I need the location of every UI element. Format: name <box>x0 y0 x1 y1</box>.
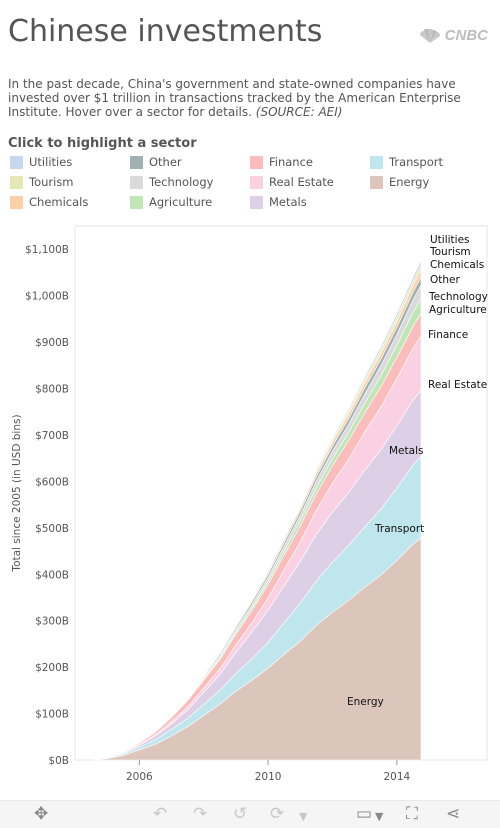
toolbar: ✥ ↶ ↷ ↺ ⟳ ▼ ▭ ▼ ⛶ ⋖ <box>0 800 500 828</box>
legend-label: Real Estate <box>269 175 334 189</box>
y-tick-label: $500B <box>35 523 69 535</box>
undo-icon[interactable]: ↶ <box>153 804 168 824</box>
legend-title: Click to highlight a sector <box>8 136 197 151</box>
chart-title: Chinese investments <box>8 14 323 49</box>
series-label-chemicals: Chemicals <box>430 259 484 271</box>
series-label-transport: Transport <box>374 523 424 535</box>
legend-item-agriculture[interactable]: Agriculture <box>130 195 212 209</box>
y-tick-label: $900B <box>35 337 69 349</box>
share-icon[interactable]: ⋖ <box>446 804 461 824</box>
y-tick-label: $300B <box>35 616 69 628</box>
legend-swatch <box>370 175 383 189</box>
legend-swatch <box>10 195 23 209</box>
legend-item-other[interactable]: Other <box>130 155 182 169</box>
y-tick-label: $400B <box>35 569 69 581</box>
series-label-technology: Technology <box>428 291 488 303</box>
y-tick-label: $100B <box>35 709 69 721</box>
legend-swatch <box>130 175 143 189</box>
legend-swatch <box>370 155 383 169</box>
legend-label: Agriculture <box>149 195 213 209</box>
y-tick-label: $1,100B <box>25 244 69 256</box>
logo-text: CNBC <box>444 27 488 44</box>
legend-label: Chemicals <box>29 195 89 209</box>
legend-swatch <box>250 175 263 189</box>
legend-swatch <box>10 175 23 189</box>
stacked-area-chart: $0B $100B $200B $300B $400B $500B $600B $700B $8… <box>11 225 488 783</box>
area-utilities[interactable] <box>94 260 422 761</box>
legend-swatch <box>130 195 143 209</box>
legend-item-finance[interactable]: Finance <box>250 155 313 169</box>
revert-icon[interactable]: ↺ <box>233 804 248 824</box>
description-text: In the past decade, China's government a… <box>8 77 461 119</box>
peacock-icon <box>419 28 440 43</box>
y-tick-label: $600B <box>35 476 69 488</box>
y-tick-label: $200B <box>35 662 69 674</box>
legend-item-real-estate[interactable]: Real Estate <box>250 175 334 189</box>
series-label-utilities: Utilities <box>430 234 470 246</box>
description: In the past decade, China's government a… <box>8 77 488 119</box>
legend-swatch <box>10 155 23 169</box>
legend-label: Finance <box>269 155 313 169</box>
series-label-finance: Finance <box>428 329 468 341</box>
x-tick-label: 2014 <box>384 771 411 783</box>
series-label-metals: Metals <box>389 445 423 457</box>
move-icon[interactable]: ✥ <box>34 804 49 824</box>
legend-label: Other <box>149 155 182 169</box>
legend-item-metals[interactable]: Metals <box>250 195 307 209</box>
y-tick-label: $0B <box>48 755 69 767</box>
series-label-other: Other <box>430 274 460 286</box>
legend-item-chemicals[interactable]: Chemicals <box>10 195 88 209</box>
legend-swatch <box>130 155 143 169</box>
fullscreen-icon[interactable]: ⛶ <box>406 804 418 824</box>
comment-icon[interactable]: ▭ <box>356 804 373 824</box>
legend-swatch <box>250 195 263 209</box>
legend-item-technology[interactable]: Technology <box>130 175 213 189</box>
y-tick-label: $1,000B <box>25 291 69 303</box>
x-tick-label: 2010 <box>255 771 282 783</box>
y-axis-label: Total since 2005 (in USD bins) <box>11 414 23 572</box>
source-note: (SOURCE: AEI) <box>255 105 343 119</box>
legend-label: Utilities <box>29 155 73 169</box>
y-tick-label: $800B <box>35 384 69 396</box>
legend-item-energy[interactable]: Energy <box>370 175 429 189</box>
series-label-energy: Energy <box>347 696 384 708</box>
legend-item-utilities[interactable]: Utilities <box>10 155 72 169</box>
series-label-real-estate: Real Estate <box>428 379 487 391</box>
legend-label: Metals <box>269 195 307 209</box>
legend-label: Energy <box>389 175 430 189</box>
redo-icon[interactable]: ↷ <box>193 804 208 824</box>
series-label-agriculture: Agriculture <box>429 304 487 316</box>
x-tick-label: 2006 <box>126 771 153 783</box>
comment-dropdown-icon[interactable]: ▼ <box>375 810 384 823</box>
dropdown-icon[interactable]: ▼ <box>299 810 308 823</box>
legend-label: Technology <box>149 175 214 189</box>
refresh-icon[interactable]: ⟳ <box>270 804 285 824</box>
series-label-tourism: Tourism <box>429 246 471 258</box>
legend-label: Transport <box>389 155 443 169</box>
legend-item-tourism[interactable]: Tourism <box>10 175 74 189</box>
cnbc-logo: CNBC <box>418 27 488 44</box>
legend-swatch <box>250 155 263 169</box>
legend-label: Tourism <box>29 175 74 189</box>
legend-item-transport[interactable]: Transport <box>370 155 443 169</box>
y-tick-label: $700B <box>35 430 69 442</box>
